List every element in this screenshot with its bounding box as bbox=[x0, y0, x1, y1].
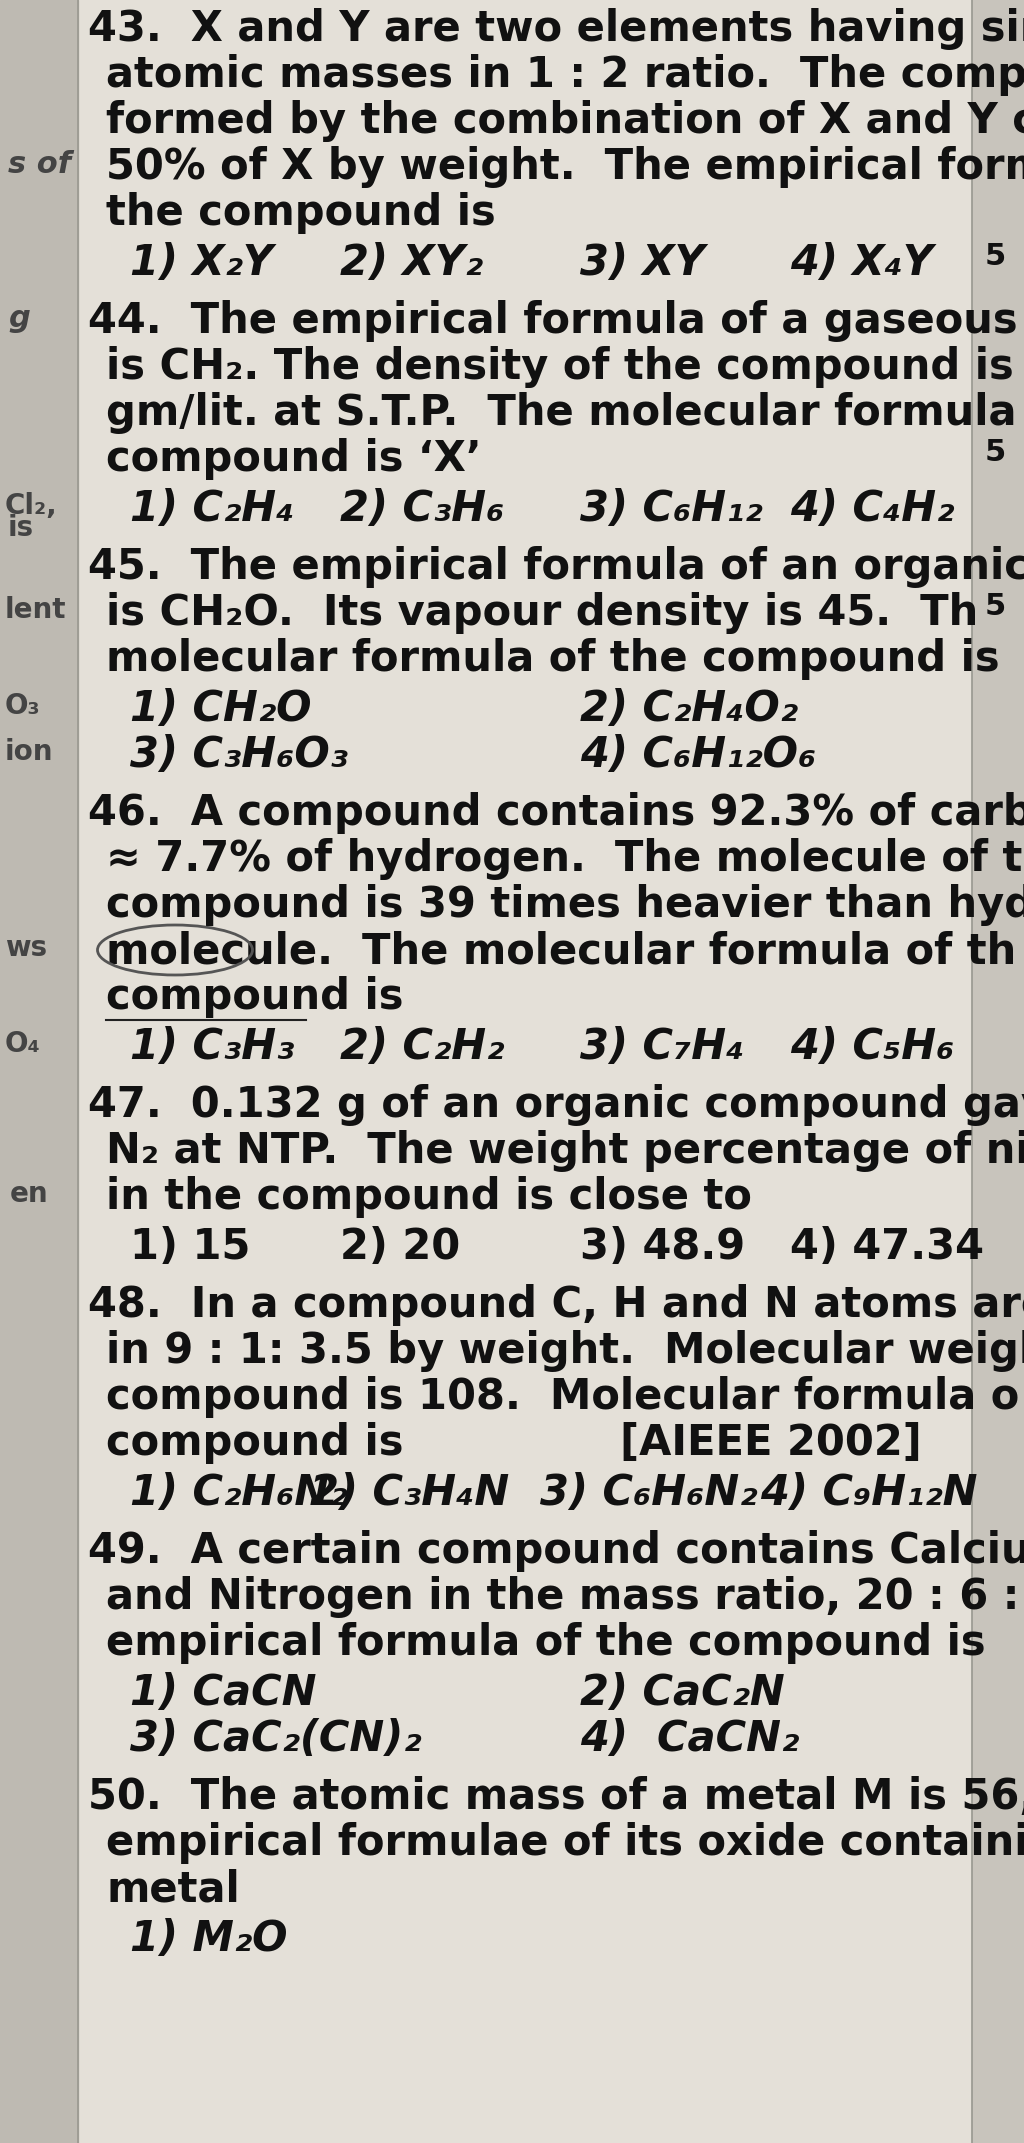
Text: 50.  The atomic mass of a metal M is 56, then th: 50. The atomic mass of a metal M is 56, … bbox=[88, 1777, 1024, 1817]
Text: 1) M₂O: 1) M₂O bbox=[130, 1918, 288, 1961]
Text: empirical formula of the compound is: empirical formula of the compound is bbox=[106, 1622, 986, 1663]
Text: N₂ at NTP.  The weight percentage of nitroge: N₂ at NTP. The weight percentage of nitr… bbox=[106, 1129, 1024, 1172]
Text: 3) XY: 3) XY bbox=[580, 242, 705, 285]
Text: 1) C₃H₃: 1) C₃H₃ bbox=[130, 1026, 294, 1067]
Text: 3) CaC₂(CN)₂: 3) CaC₂(CN)₂ bbox=[130, 1719, 422, 1759]
Text: 5: 5 bbox=[985, 437, 1007, 467]
Text: 1) C₂H₆N₂: 1) C₂H₆N₂ bbox=[130, 1472, 347, 1513]
Text: compound is: compound is bbox=[106, 1423, 403, 1464]
Text: 2) C₂H₄O₂: 2) C₂H₄O₂ bbox=[580, 688, 798, 731]
Text: O₄: O₄ bbox=[5, 1031, 41, 1059]
Text: compound is ‘X’: compound is ‘X’ bbox=[106, 437, 481, 480]
Text: 49.  A certain compound contains Calcium,Carbo: 49. A certain compound contains Calcium,… bbox=[88, 1530, 1024, 1573]
Text: metal: metal bbox=[106, 1869, 240, 1909]
Text: 3) C₇H₄: 3) C₇H₄ bbox=[580, 1026, 744, 1067]
Text: 4) C₆H₁₂O₆: 4) C₆H₁₂O₆ bbox=[580, 735, 816, 776]
Text: 2) CaC₂N: 2) CaC₂N bbox=[580, 1672, 784, 1714]
Text: g: g bbox=[8, 304, 30, 332]
Bar bbox=[972, 0, 1024, 2143]
Text: molecule.  The molecular formula of th: molecule. The molecular formula of th bbox=[106, 930, 1016, 973]
Text: 4) C₄H₂: 4) C₄H₂ bbox=[790, 489, 954, 529]
Text: in 9 : 1: 3.5 by weight.  Molecular weight o: in 9 : 1: 3.5 by weight. Molecular weigh… bbox=[106, 1331, 1024, 1372]
Text: ion: ion bbox=[5, 737, 53, 765]
Text: atomic masses in 1 : 2 ratio.  The compou: atomic masses in 1 : 2 ratio. The compou bbox=[106, 54, 1024, 96]
Text: gm/lit. at S.T.P.  The molecular formula of th: gm/lit. at S.T.P. The molecular formula … bbox=[106, 392, 1024, 435]
Text: ws: ws bbox=[5, 934, 47, 962]
Text: formed by the combination of X and Y contai: formed by the combination of X and Y con… bbox=[106, 101, 1024, 141]
Text: 3) C₆H₁₂: 3) C₆H₁₂ bbox=[580, 489, 763, 529]
Text: 44.  The empirical formula of a gaseous compou: 44. The empirical formula of a gaseous c… bbox=[88, 300, 1024, 343]
Text: lent: lent bbox=[5, 596, 67, 624]
Text: 4) 47.34: 4) 47.34 bbox=[790, 1226, 984, 1269]
Text: is CH₂. The density of the compound is  1.2: is CH₂. The density of the compound is 1… bbox=[106, 345, 1024, 388]
Text: O₃: O₃ bbox=[5, 692, 41, 720]
Text: compound is 108.  Molecular formula o: compound is 108. Molecular formula o bbox=[106, 1376, 1019, 1419]
Text: molecular formula of the compound is: molecular formula of the compound is bbox=[106, 639, 999, 679]
Text: 2) C₃H₄N: 2) C₃H₄N bbox=[310, 1472, 509, 1513]
Text: empirical formulae of its oxide containing 70%: empirical formulae of its oxide containi… bbox=[106, 1822, 1024, 1864]
Text: 3) 48.9: 3) 48.9 bbox=[580, 1226, 745, 1269]
Text: compound is 39 times heavier than hydroge: compound is 39 times heavier than hydrog… bbox=[106, 885, 1024, 926]
Text: 50% of X by weight.  The empirical formula: 50% of X by weight. The empirical formul… bbox=[106, 146, 1024, 189]
Text: and Nitrogen in the mass ratio, 20 : 6 : 14.  Th: and Nitrogen in the mass ratio, 20 : 6 :… bbox=[106, 1575, 1024, 1618]
Text: Cl₂,: Cl₂, bbox=[5, 493, 57, 521]
Text: 2) XY₂: 2) XY₂ bbox=[340, 242, 483, 285]
Text: 1) 15: 1) 15 bbox=[130, 1226, 251, 1269]
Text: 1) CH₂O: 1) CH₂O bbox=[130, 688, 311, 731]
Bar bbox=[0, 0, 78, 2143]
Text: 2) C₂H₂: 2) C₂H₂ bbox=[340, 1026, 505, 1067]
Text: ≈ 7.7% of hydrogen.  The molecule of th: ≈ 7.7% of hydrogen. The molecule of th bbox=[106, 838, 1024, 881]
Text: 4) X₄Y: 4) X₄Y bbox=[790, 242, 933, 285]
Text: 3) C₃H₆O₃: 3) C₃H₆O₃ bbox=[130, 735, 348, 776]
Text: 4) C₉H₁₂N: 4) C₉H₁₂N bbox=[760, 1472, 978, 1513]
Text: in the compound is close to: in the compound is close to bbox=[106, 1177, 752, 1217]
Text: 45.  The empirical formula of an organic compou: 45. The empirical formula of an organic … bbox=[88, 546, 1024, 587]
Text: s of: s of bbox=[8, 150, 71, 180]
Text: 4) C₅H₆: 4) C₅H₆ bbox=[790, 1026, 954, 1067]
Text: en: en bbox=[10, 1181, 48, 1209]
Text: 4)  CaCN₂: 4) CaCN₂ bbox=[580, 1719, 800, 1759]
Text: [AIEEE 2002]: [AIEEE 2002] bbox=[620, 1423, 922, 1464]
Text: 46.  A compound contains 92.3% of carbon and: 46. A compound contains 92.3% of carbon … bbox=[88, 793, 1024, 834]
Text: 1) X₂Y: 1) X₂Y bbox=[130, 242, 273, 285]
Text: 5: 5 bbox=[985, 242, 1007, 270]
Text: 2) 20: 2) 20 bbox=[340, 1226, 460, 1269]
Text: the compound is: the compound is bbox=[106, 193, 496, 234]
Text: 48.  In a compound C, H and N atoms are presen: 48. In a compound C, H and N atoms are p… bbox=[88, 1284, 1024, 1327]
Text: 2) C₃H₆: 2) C₃H₆ bbox=[340, 489, 505, 529]
Text: 1) CaCN: 1) CaCN bbox=[130, 1672, 316, 1714]
Text: 47.  0.132 g of an organic compound gave 50 ml o: 47. 0.132 g of an organic compound gave … bbox=[88, 1084, 1024, 1125]
Text: is CH₂O.  Its vapour density is 45.  Th: is CH₂O. Its vapour density is 45. Th bbox=[106, 591, 978, 634]
Text: 1) C₂H₄: 1) C₂H₄ bbox=[130, 489, 294, 529]
Text: 5: 5 bbox=[985, 591, 1007, 621]
Text: 3) C₆H₆N₂: 3) C₆H₆N₂ bbox=[540, 1472, 758, 1513]
Text: 43.  X and Y are two elements having similar properties. They obey: 43. X and Y are two elements having simi… bbox=[88, 9, 1024, 49]
Text: compound is: compound is bbox=[106, 975, 403, 1018]
Text: is: is bbox=[8, 514, 34, 542]
